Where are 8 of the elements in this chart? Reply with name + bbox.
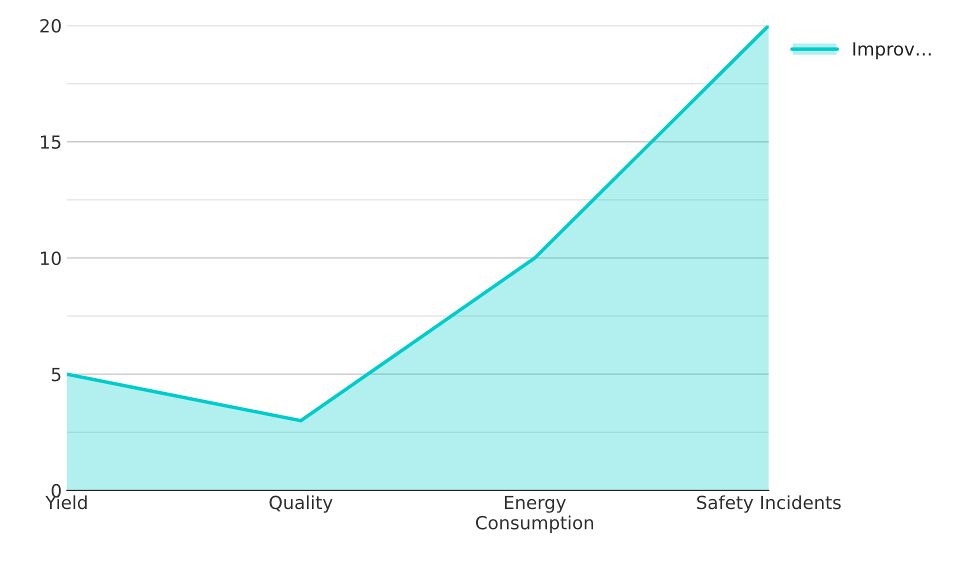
x-tick-label: Safety Incidents — [697, 495, 841, 513]
y-tick-label: 10 — [40, 251, 61, 266]
y-tick-label: 20 — [40, 18, 61, 33]
x-tick-label: Energy Consumption — [476, 496, 594, 534]
legend-label: Improv… — [853, 42, 931, 60]
y-tick-label: 5 — [52, 368, 60, 382]
y-tick-label: 15 — [40, 135, 60, 149]
x-tick-label: Quality — [270, 495, 333, 513]
